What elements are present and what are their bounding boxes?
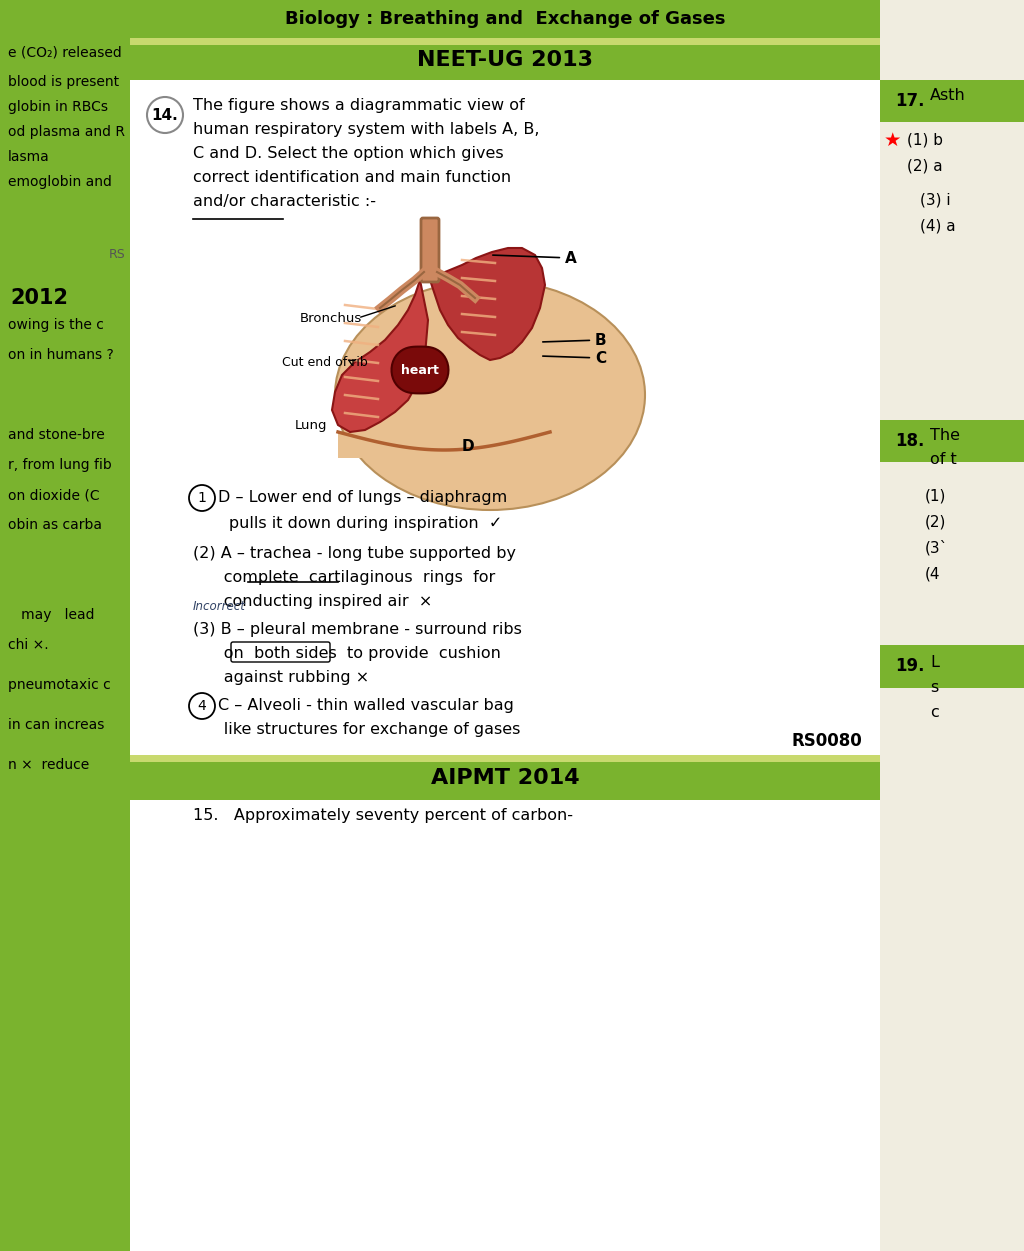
Text: conducting inspired air  ×: conducting inspired air × [193, 594, 432, 609]
Ellipse shape [335, 280, 645, 510]
Text: pneumotaxic c: pneumotaxic c [8, 678, 111, 692]
Text: pulls it down during inspiration  ✓: pulls it down during inspiration ✓ [193, 515, 502, 530]
Polygon shape [130, 799, 880, 1251]
Text: human respiratory system with labels A, B,: human respiratory system with labels A, … [193, 123, 540, 138]
Text: Incorrect: Incorrect [193, 600, 246, 613]
Text: (1): (1) [925, 488, 946, 503]
Text: Biology : Breathing and  Exchange of Gases: Biology : Breathing and Exchange of Gase… [285, 10, 725, 28]
Text: C: C [543, 350, 606, 365]
Text: The: The [930, 428, 961, 443]
Text: (3) i: (3) i [920, 191, 950, 206]
Text: obin as carba: obin as carba [8, 518, 102, 532]
Text: complete  cartilaginous  rings  for: complete cartilaginous rings for [193, 570, 496, 585]
Text: owing is the c: owing is the c [8, 318, 103, 332]
Text: correct identification and main function: correct identification and main function [193, 170, 511, 185]
Text: globin in RBCs: globin in RBCs [8, 100, 108, 114]
Text: (1) b: (1) b [907, 133, 943, 148]
Text: on dioxide (C: on dioxide (C [8, 488, 99, 502]
Polygon shape [880, 80, 1024, 123]
Text: Lung: Lung [295, 419, 328, 432]
Text: on  both sides  to provide  cushion: on both sides to provide cushion [193, 646, 501, 661]
Text: Bronchus: Bronchus [300, 311, 362, 324]
Polygon shape [130, 38, 880, 45]
Text: against rubbing ×: against rubbing × [193, 671, 369, 686]
Text: A: A [493, 250, 577, 265]
Polygon shape [130, 756, 880, 762]
Text: (3`: (3` [925, 540, 948, 555]
Text: lasma: lasma [8, 150, 50, 164]
Text: of t: of t [930, 452, 956, 467]
FancyBboxPatch shape [421, 218, 439, 281]
Text: may   lead: may lead [8, 608, 94, 622]
Text: (2) a: (2) a [907, 158, 943, 173]
Text: C and D. Select the option which gives: C and D. Select the option which gives [193, 146, 504, 161]
Text: ★: ★ [884, 130, 901, 150]
Text: (2) A – trachea - long tube supported by: (2) A – trachea - long tube supported by [193, 545, 516, 560]
Polygon shape [880, 646, 1024, 688]
Text: D – Lower end of lungs – diaphragm: D – Lower end of lungs – diaphragm [218, 490, 507, 505]
Text: chi ×.: chi ×. [8, 638, 48, 652]
Circle shape [147, 98, 183, 133]
Text: B: B [543, 333, 606, 348]
Text: (2): (2) [925, 514, 946, 529]
Text: 18.: 18. [895, 432, 925, 450]
Polygon shape [880, 0, 1024, 1251]
Text: 14.: 14. [152, 108, 178, 123]
Text: The figure shows a diagrammatic view of: The figure shows a diagrammatic view of [193, 98, 524, 113]
Text: 2012: 2012 [10, 288, 68, 308]
Text: r, from lung fib: r, from lung fib [8, 458, 112, 472]
Text: 1: 1 [198, 490, 207, 505]
Text: (4) a: (4) a [920, 218, 955, 233]
Text: 17.: 17. [895, 93, 925, 110]
Polygon shape [130, 38, 880, 80]
Text: od plasma and R: od plasma and R [8, 125, 125, 139]
Polygon shape [391, 347, 449, 393]
Text: AIPMT 2014: AIPMT 2014 [431, 768, 580, 788]
Polygon shape [338, 432, 550, 458]
Text: and/or characteristic :-: and/or characteristic :- [193, 194, 376, 209]
Polygon shape [130, 80, 880, 756]
Text: 4: 4 [198, 699, 207, 713]
Text: Cut end of rib: Cut end of rib [282, 355, 368, 369]
Polygon shape [880, 420, 1024, 462]
Text: blood is present: blood is present [8, 75, 119, 89]
Text: c: c [930, 706, 939, 721]
Text: NEET-UG 2013: NEET-UG 2013 [417, 50, 593, 70]
Polygon shape [130, 0, 880, 38]
Polygon shape [430, 248, 545, 360]
Text: in can increas: in can increas [8, 718, 104, 732]
Text: RS0080: RS0080 [792, 732, 862, 751]
Text: like structures for exchange of gases: like structures for exchange of gases [193, 722, 520, 737]
Text: on in humans ?: on in humans ? [8, 348, 114, 362]
Polygon shape [0, 0, 130, 1251]
Text: e (CO₂) released: e (CO₂) released [8, 45, 122, 59]
Polygon shape [332, 280, 428, 432]
Text: Asth: Asth [930, 88, 966, 103]
Text: D: D [462, 439, 474, 454]
Text: 15.   Approximately seventy percent of carbon-: 15. Approximately seventy percent of car… [193, 808, 573, 823]
Text: n ×  reduce: n × reduce [8, 758, 89, 772]
Text: and stone-bre: and stone-bre [8, 428, 104, 442]
Text: heart: heart [401, 364, 439, 377]
Text: (3) B – pleural membrane - surround ribs: (3) B – pleural membrane - surround ribs [193, 622, 522, 637]
Text: C – Alveoli - thin walled vascular bag: C – Alveoli - thin walled vascular bag [218, 698, 514, 713]
Text: emoglobin and: emoglobin and [8, 175, 112, 189]
Text: s: s [930, 681, 938, 696]
Text: 19.: 19. [895, 657, 925, 676]
Text: L: L [930, 656, 939, 671]
Text: (4: (4 [925, 565, 940, 580]
Text: RS: RS [109, 248, 125, 261]
Polygon shape [130, 756, 880, 799]
